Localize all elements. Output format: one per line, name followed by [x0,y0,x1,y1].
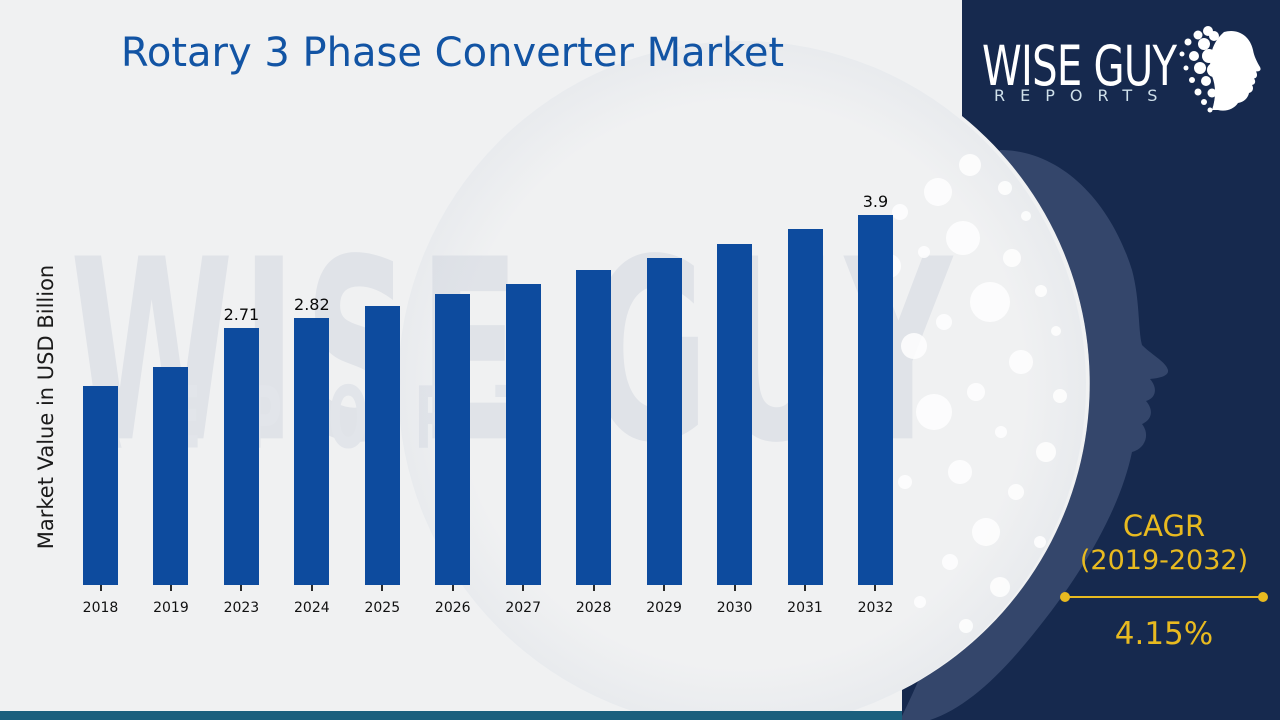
bar-2023 [223,328,259,585]
bar-chart-plot-area: 2018 2019 2023 2.71 2024 2.82 2025 2026 2027 2028… [82,192,894,616]
bar-2030 [717,244,753,585]
cagr-divider-line [1060,592,1268,602]
x-tick-label-2023: 2023 [223,600,260,616]
bar-2027 [505,284,541,585]
bottom-accent-bar [0,711,902,720]
x-tick-label-2031: 2031 [787,600,823,616]
x-tick-label-2032: 2032 [857,600,894,616]
x-tick-label-2030: 2030 [716,600,753,616]
x-tick-2029 [663,585,666,591]
x-tick-2030 [733,585,736,591]
x-tick-label-2027: 2027 [505,600,541,616]
bar-2026 [435,294,471,585]
x-tick-label-2024: 2024 [294,600,330,616]
cagr-range: (2019-2032) [1079,545,1249,576]
bar-2019 [153,367,189,585]
bar-2032 [857,215,893,585]
bar-2018 [83,386,118,585]
navy-panel-shape [902,0,1280,720]
bar-2031 [787,229,823,585]
chart-title: Rotary 3 Phase Converter Market [120,30,785,76]
x-tick-label-2019: 2019 [153,600,189,616]
cagr-block: CAGR (2019-2032) 4.15% [1058,508,1270,652]
x-tick-2023 [240,585,243,591]
bar-2029 [646,258,682,585]
x-tick-label-2025: 2025 [364,600,401,616]
cagr-label: CAGR [1122,509,1206,543]
x-tick-2026 [451,585,454,591]
logo-wordmark: WISE GUY [982,34,1177,98]
x-tick-2031 [804,585,806,591]
x-tick-2018 [99,585,102,591]
x-tick-2019 [169,585,172,591]
x-tick-2027 [522,585,525,591]
x-tick-label-2029: 2029 [646,600,682,616]
bar-2024 [294,318,330,585]
cagr-value: 4.15% [1114,616,1214,652]
x-tick-2024 [310,585,313,591]
bar-2028 [576,270,612,585]
x-tick-2025 [381,585,384,591]
x-tick-2032 [874,585,877,591]
x-tick-2028 [592,585,595,591]
x-tick-label-2018: 2018 [82,600,119,616]
logo-subtitle: REPORTS [994,86,1173,105]
x-tick-label-2028: 2028 [575,600,612,616]
bar-value-label-2024: 2.82 [294,295,330,314]
bar-value-label-2032: 3.9 [862,192,889,211]
x-tick-label-2026: 2026 [434,600,471,616]
face-profile-dots-icon [1179,26,1261,113]
bar-2025 [364,306,400,585]
bar-value-label-2023: 2.71 [223,305,260,324]
